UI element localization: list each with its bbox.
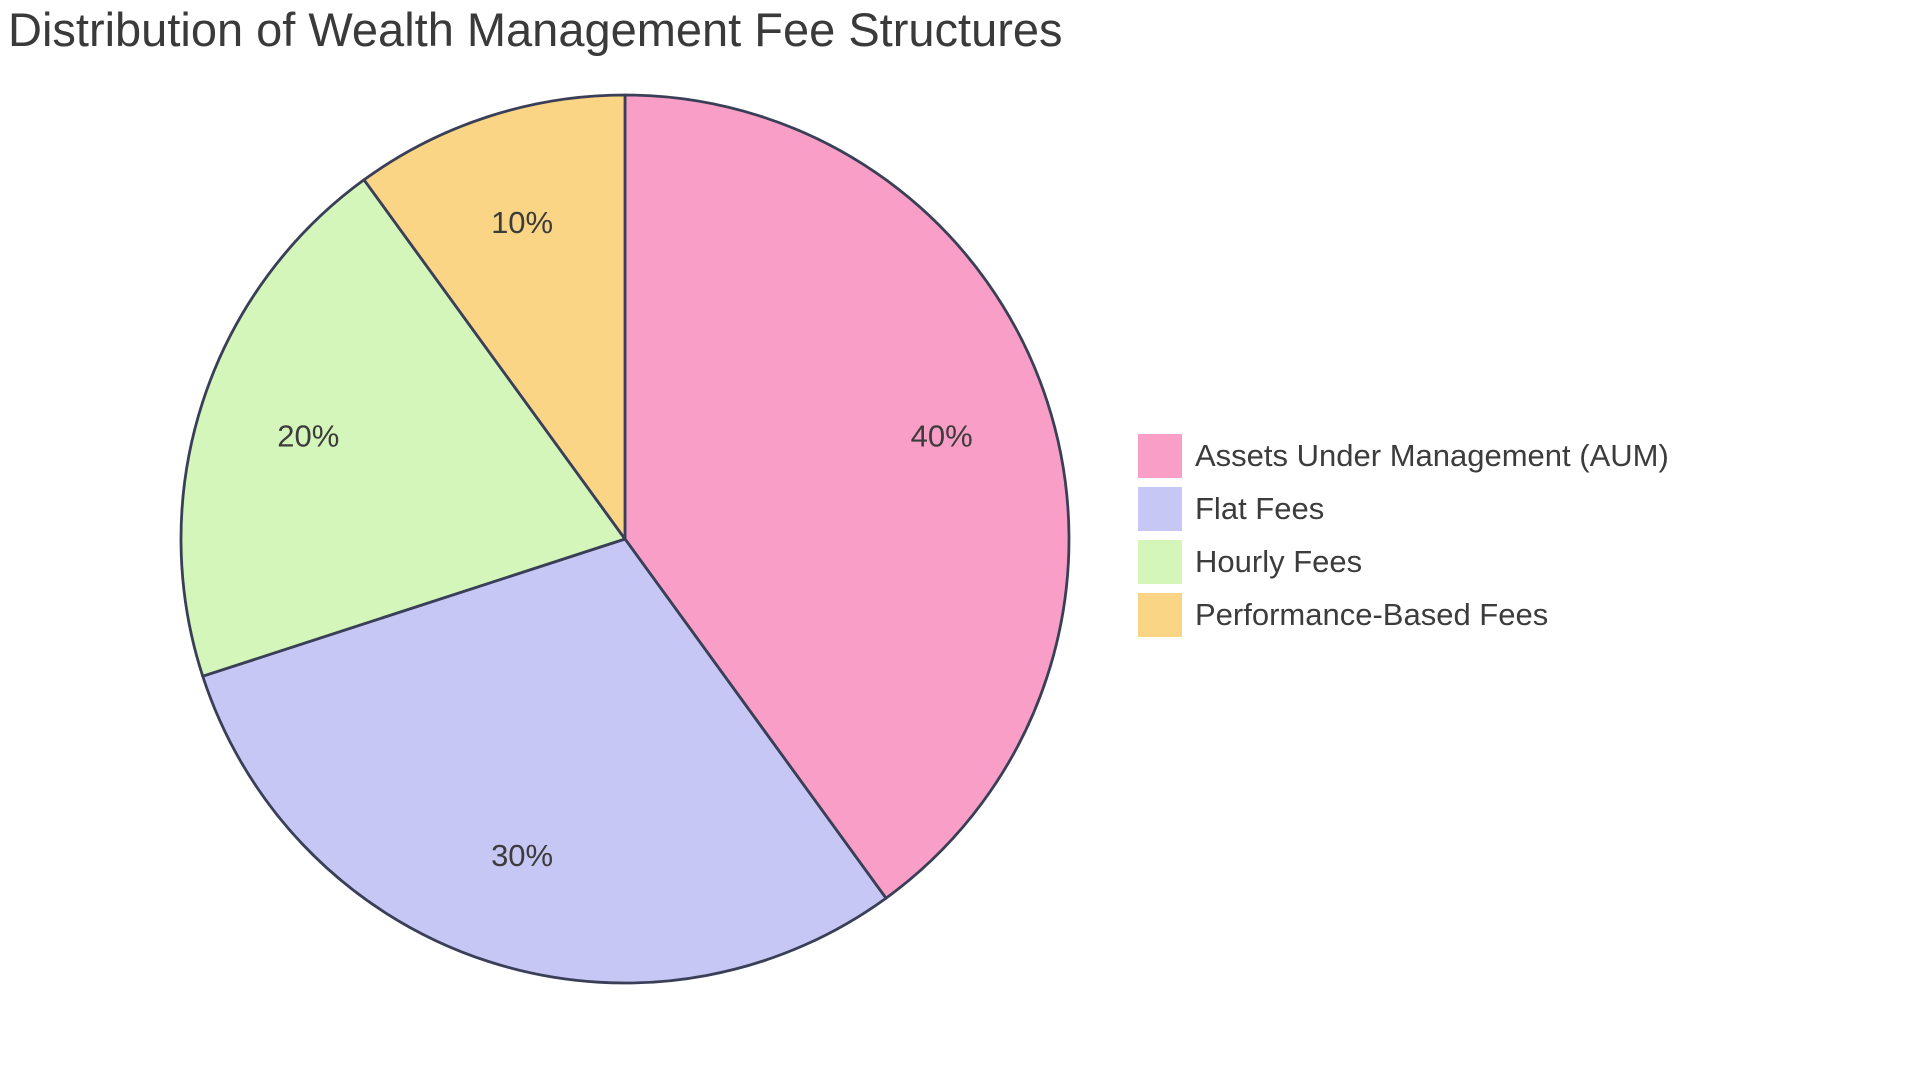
legend-item: Assets Under Management (AUM) — [1138, 434, 1669, 478]
legend-swatch — [1138, 487, 1182, 531]
legend-item: Performance-Based Fees — [1138, 593, 1669, 637]
pie-percent-label: 30% — [491, 838, 553, 873]
pie-slice — [362, 93, 627, 541]
pie-percent-label: 10% — [491, 205, 553, 240]
pie-percent-label: 40% — [911, 419, 973, 454]
legend-label: Flat Fees — [1195, 491, 1325, 526]
pie-slice — [179, 178, 627, 678]
legend-swatch — [1138, 540, 1182, 584]
legend-swatch — [1138, 593, 1182, 637]
legend-label: Hourly Fees — [1195, 544, 1363, 579]
pie-percent-label: 20% — [277, 419, 339, 454]
chart-title: Distribution of Wealth Management Fee St… — [8, 3, 1063, 56]
pie-slice — [623, 93, 1071, 900]
legend-item: Flat Fees — [1138, 487, 1669, 531]
pie-slice — [201, 537, 888, 985]
legend-label: Performance-Based Fees — [1195, 597, 1549, 632]
legend-swatch — [1138, 434, 1182, 478]
legend-label: Assets Under Management (AUM) — [1195, 438, 1669, 473]
legend-item: Hourly Fees — [1138, 540, 1669, 584]
legend: Assets Under Management (AUM) Flat Fees Ho… — [1138, 434, 1669, 637]
